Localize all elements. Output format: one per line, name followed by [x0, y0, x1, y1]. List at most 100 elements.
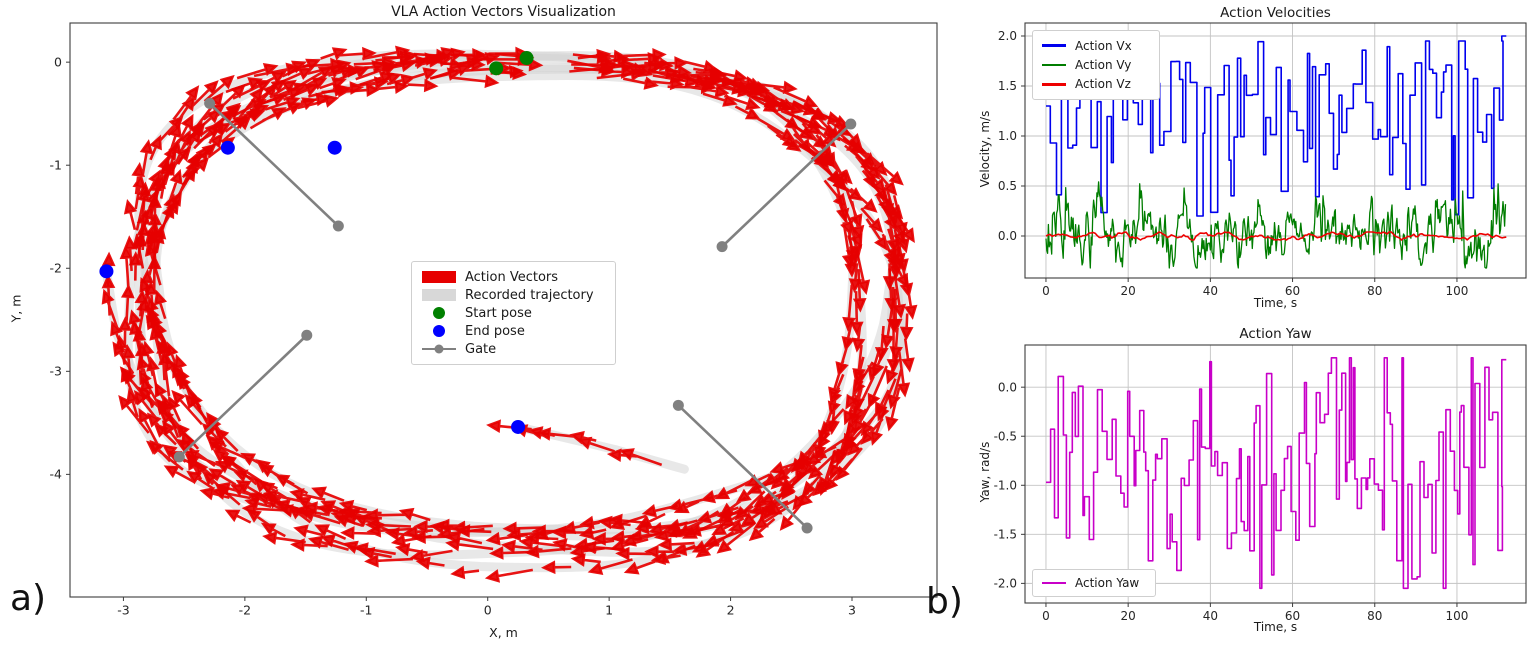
- x-tick-label: 0: [1042, 284, 1050, 298]
- plot-b2-legend: Action Yaw: [1032, 569, 1156, 597]
- y-tick-label: 0.0: [998, 380, 1017, 394]
- x-tick-label: -2: [239, 603, 251, 618]
- y-tick-label: -4: [50, 467, 63, 482]
- x-tick-label: 40: [1203, 609, 1218, 623]
- x-tick-label: -3: [117, 603, 129, 618]
- x-tick-label: 80: [1367, 284, 1382, 298]
- x-tick-label: 100: [1446, 609, 1469, 623]
- action-vector-arrows: [123, 45, 907, 542]
- vz-line-swatch: [1042, 83, 1066, 86]
- plot-b1-title: Action Velocities: [1220, 5, 1331, 21]
- gate-line: [208, 102, 340, 227]
- legend-item-recorded-trajectory: Recorded trajectory: [422, 288, 605, 303]
- action-vectors-layer: [101, 45, 918, 583]
- axes-frame: [1024, 344, 1527, 604]
- plot-b1-xlabel: Time, s: [1253, 296, 1298, 310]
- legend-item-vy: Action Vy: [1042, 58, 1150, 72]
- x-tick-label: 100: [1446, 284, 1469, 298]
- y-tick-label: -3: [50, 364, 62, 379]
- legend-label: Gate: [465, 341, 497, 357]
- legend-label: End pose: [465, 323, 525, 339]
- legend-label: Action Vectors: [465, 269, 559, 285]
- panel-label-b: b): [926, 581, 963, 622]
- x-tick-label: 20: [1121, 609, 1136, 623]
- gate-endpoint-dot: [332, 220, 344, 232]
- end-pose-dot: [327, 140, 342, 155]
- series-line-action-vx: [1046, 35, 1507, 217]
- x-tick-label: -1: [360, 603, 372, 618]
- x-tick-label: 60: [1285, 284, 1300, 298]
- start-pose-dot: [489, 61, 504, 76]
- action-vectors-swatch: [422, 271, 456, 283]
- plot-b2-ylabel: Yaw, rad/s: [978, 441, 992, 503]
- y-tick-label: 1.0: [998, 129, 1017, 143]
- gate-line: [178, 334, 308, 458]
- x-tick-label: 2: [727, 603, 735, 618]
- gate-endpoint-dot: [672, 399, 684, 411]
- vy-line-swatch: [1042, 63, 1066, 67]
- plot-b2-xlabel: Time, s: [1253, 620, 1298, 634]
- start-pose-dot: [519, 51, 534, 66]
- y-tick-label: -2: [50, 261, 62, 276]
- gate-endpoint-dot: [716, 241, 728, 253]
- legend-item-gate: Gate: [422, 342, 605, 357]
- plot-a-xlabel: X, m: [489, 625, 518, 640]
- x-tick-label: 1: [605, 603, 613, 618]
- legend-item-yaw: Action Yaw: [1042, 576, 1146, 590]
- legend-item-end-pose: End pose: [422, 324, 605, 339]
- y-tick-label: -2.0: [994, 577, 1017, 591]
- plot-a: -3 -2 -1 0 1 2 3 0 -1 -2 -3 -4: [50, 22, 938, 618]
- legend-label: Action Vz: [1075, 77, 1131, 92]
- gate-endpoint-dot: [301, 329, 313, 341]
- gate-line: [677, 404, 808, 529]
- plot-b2: 0 20 40 60 80 100 0.0 -0.5 -1.0 -1.5 -2.0: [994, 344, 1527, 623]
- series-line-action-yaw: [1046, 357, 1507, 590]
- x-tick-label: 0: [484, 603, 492, 618]
- plot-b1-ylabel: Velocity, m/s: [978, 110, 992, 188]
- panel-label-a: a): [10, 578, 47, 619]
- y-tick-label: 0.0: [998, 229, 1017, 243]
- gate-endpoint-dot: [204, 97, 216, 109]
- series-line-action-vy: [1045, 181, 1507, 269]
- vx-line-swatch: [1042, 44, 1066, 47]
- x-tick-label: 20: [1121, 284, 1136, 298]
- y-tick-label: 0.5: [998, 179, 1017, 193]
- x-tick-label: 60: [1285, 609, 1300, 623]
- plot-a-title: VLA Action Vectors Visualization: [391, 4, 616, 20]
- gate-swatch: [422, 344, 456, 354]
- y-tick-label: 2.0: [998, 29, 1017, 43]
- plot-b1: 0 20 40 60 80 100 2.0 1.5 1.0 0.5 0.0: [998, 22, 1527, 298]
- start-pose-swatch: [433, 307, 445, 319]
- x-tick-label: 40: [1203, 284, 1218, 298]
- legend-label: Action Vx: [1075, 38, 1132, 53]
- legend-label: Start pose: [465, 305, 532, 321]
- axes-frame: [69, 22, 938, 598]
- plot-a-ylabel: Y, m: [8, 294, 24, 323]
- y-tick-label: 0: [54, 55, 62, 70]
- plot-a-legend: Action Vectors Recorded trajectory Start…: [411, 261, 616, 365]
- y-tick-label: -1.0: [994, 478, 1017, 492]
- legend-item-vx: Action Vx: [1042, 39, 1150, 53]
- gate-endpoint-dot: [173, 451, 185, 463]
- yaw-line-swatch: [1042, 581, 1066, 585]
- series-line-action-vz: [1045, 231, 1507, 241]
- gate-line: [721, 123, 852, 248]
- legend-item-start-pose: Start pose: [422, 306, 605, 321]
- end-pose-dot: [220, 140, 235, 155]
- x-tick-label: 3: [848, 603, 856, 618]
- legend-label: Action Yaw: [1075, 576, 1140, 590]
- action-vector-arrows: [114, 61, 911, 552]
- axes-frame: [1024, 22, 1527, 279]
- y-tick-label: -1: [50, 158, 62, 173]
- gate-endpoint-dot: [801, 522, 813, 534]
- legend-label: Recorded trajectory: [465, 287, 594, 303]
- plot-b2-title: Action Yaw: [1239, 326, 1312, 342]
- legend-item-vz: Action Vz: [1042, 77, 1150, 91]
- end-pose-dot: [99, 264, 114, 279]
- end-pose-dot: [511, 419, 526, 434]
- y-tick-label: 1.5: [998, 79, 1017, 93]
- y-tick-label: -1.5: [994, 528, 1017, 542]
- x-tick-label: 0: [1042, 609, 1050, 623]
